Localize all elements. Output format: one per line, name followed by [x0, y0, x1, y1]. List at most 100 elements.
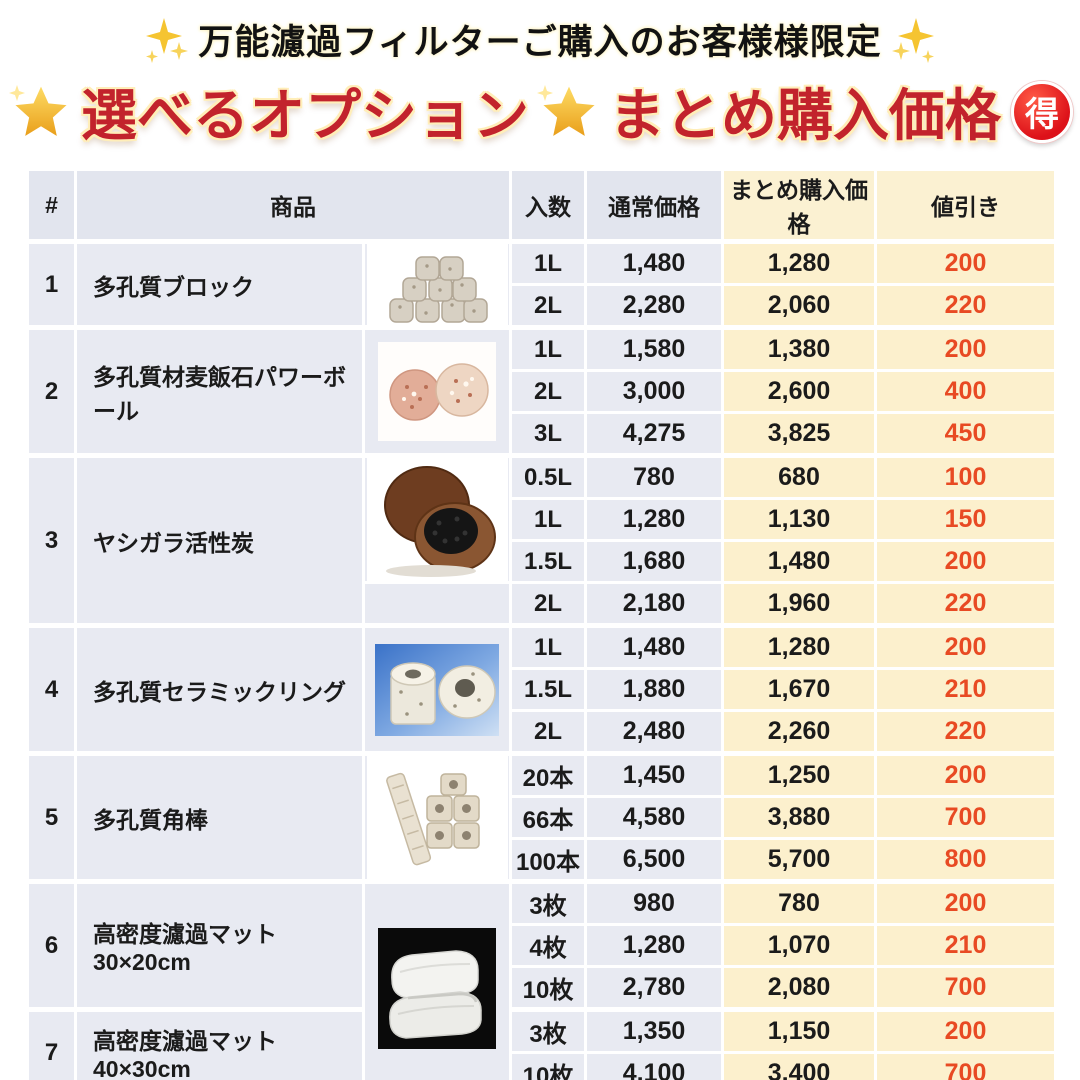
normal-price: 1,880 [584, 667, 724, 712]
normal-price: 1,480 [584, 239, 724, 286]
col-normal-price: 通常価格 [584, 168, 724, 243]
quantity: 1.5L [509, 539, 587, 584]
table-row: 3L 4,275 3,825 450 [28, 411, 1057, 457]
bulk-price: 2,060 [721, 283, 877, 329]
normal-price: 6,500 [584, 837, 724, 883]
quantity: 2L [509, 369, 587, 414]
bulk-price: 2,600 [721, 369, 877, 414]
title-bulk: まとめ購入価格 [609, 84, 1001, 147]
normal-price: 1,580 [584, 325, 724, 372]
discount: 200 [874, 539, 1057, 584]
discount: 220 [874, 283, 1057, 329]
bulk-price: 3,400 [721, 1051, 877, 1080]
normal-price: 4,275 [584, 411, 724, 457]
table-row: 2L 3,000 2,600 400 [28, 369, 1057, 414]
discount: 200 [874, 751, 1057, 798]
bulk-price: 1,380 [721, 325, 877, 372]
table-row: 6 高密度濾過マット30×20cm 3枚 980 780 200 [26, 879, 1057, 1080]
bulk-price: 2,260 [721, 709, 877, 755]
normal-price: 3,000 [584, 369, 724, 414]
discount: 700 [874, 795, 1057, 840]
quantity: 1L [509, 497, 587, 542]
coconut-charcoal-photo [362, 453, 512, 584]
normal-price: 1,280 [584, 923, 724, 968]
discount: 220 [874, 581, 1057, 627]
bulk-price: 1,130 [721, 497, 877, 542]
discount: 700 [874, 965, 1057, 1011]
glowing-star-icon [8, 78, 74, 142]
quantity: 3枚 [509, 1007, 587, 1054]
col-discount: 値引き [874, 168, 1057, 243]
discount: 200 [874, 1007, 1057, 1054]
table-row: 7 高密度濾過マット40×30cm 3枚 1,350 1,150 200 [26, 1007, 1057, 1080]
quantity: 100本 [509, 837, 587, 883]
discount: 210 [874, 667, 1057, 712]
sparkles-icon [146, 17, 189, 63]
table-row: 100本 6,500 5,700 800 [28, 837, 1057, 883]
discount: 150 [874, 497, 1057, 542]
bulk-price: 1,150 [721, 1007, 877, 1054]
table-row: 2 多孔質材麦飯石パワーボール [26, 325, 1057, 457]
bulk-price: 680 [721, 453, 877, 500]
product-number: 5 [26, 751, 77, 883]
table-row: 10枚 2,780 2,080 700 [28, 965, 1057, 1011]
table-row: 1L 1,280 1,130 150 [28, 497, 1057, 542]
bulk-price: 1,480 [721, 539, 877, 584]
empty-photo-cell [362, 581, 512, 627]
bulk-price: 780 [721, 879, 877, 926]
discount: 220 [874, 709, 1057, 755]
bulk-price: 1,250 [721, 751, 877, 798]
normal-price: 4,100 [584, 1051, 724, 1080]
normal-price: 1,280 [584, 497, 724, 542]
normal-price: 1,480 [584, 623, 724, 670]
glowing-star-icon [536, 78, 602, 142]
table-row: 1.5L 1,680 1,480 200 [28, 539, 1057, 584]
bulk-price: 1,280 [721, 623, 877, 670]
discount: 210 [874, 923, 1057, 968]
normal-price: 2,780 [584, 965, 724, 1011]
normal-price: 780 [584, 453, 724, 500]
table-row: 1 多孔質ブロック [26, 239, 1057, 329]
bulk-price: 1,960 [721, 581, 877, 627]
quantity: 3L [509, 411, 587, 457]
quantity: 1L [509, 623, 587, 670]
porous-blocks-photo [362, 239, 512, 329]
ceramic-rings-photo [362, 623, 512, 755]
quantity: 3枚 [509, 879, 587, 926]
quantity: 10枚 [509, 965, 587, 1011]
table-row: 2L 2,480 2,260 220 [28, 709, 1057, 755]
quantity: 4枚 [509, 923, 587, 968]
product-number: 4 [26, 623, 77, 755]
power-balls-photo [362, 325, 512, 457]
product-name: 高密度濾過マット30×20cm [74, 879, 365, 1011]
product-number: 2 [26, 325, 77, 457]
normal-price: 1,450 [584, 751, 724, 798]
price-table: # 商品 入数 通常価格 まとめ購入価格 値引き 1 多孔質ブロック [26, 168, 1057, 1080]
filter-mats-photo [362, 879, 512, 1080]
discount: 200 [874, 879, 1057, 926]
table-row: 2L 2,180 1,960 220 [28, 581, 1057, 627]
quantity: 1L [509, 239, 587, 286]
normal-price: 980 [584, 879, 724, 926]
toku-badge: 得 [1011, 80, 1073, 143]
bulk-price: 5,700 [721, 837, 877, 883]
col-number: # [26, 168, 77, 243]
main-title-row: 選べるオプション まとめ購入価格 得 [0, 71, 1080, 152]
product-number: 6 [26, 879, 77, 1011]
product-name: 多孔質ブロック [74, 239, 365, 329]
bulk-price: 3,825 [721, 411, 877, 457]
normal-price: 2,280 [584, 283, 724, 329]
discount: 700 [874, 1051, 1057, 1080]
normal-price: 2,480 [584, 709, 724, 755]
title-option: 選べるオプション [81, 84, 529, 147]
quantity: 1.5L [509, 667, 587, 712]
bulk-price: 3,880 [721, 795, 877, 840]
product-name: 多孔質角棒 [74, 751, 365, 883]
quantity: 1L [509, 325, 587, 372]
table-row: 2L 2,280 2,060 220 [28, 283, 1057, 329]
product-name: ヤシガラ活性炭 [74, 453, 365, 627]
col-product: 商品 [74, 168, 512, 243]
bulk-price: 1,070 [721, 923, 877, 968]
discount: 400 [874, 369, 1057, 414]
